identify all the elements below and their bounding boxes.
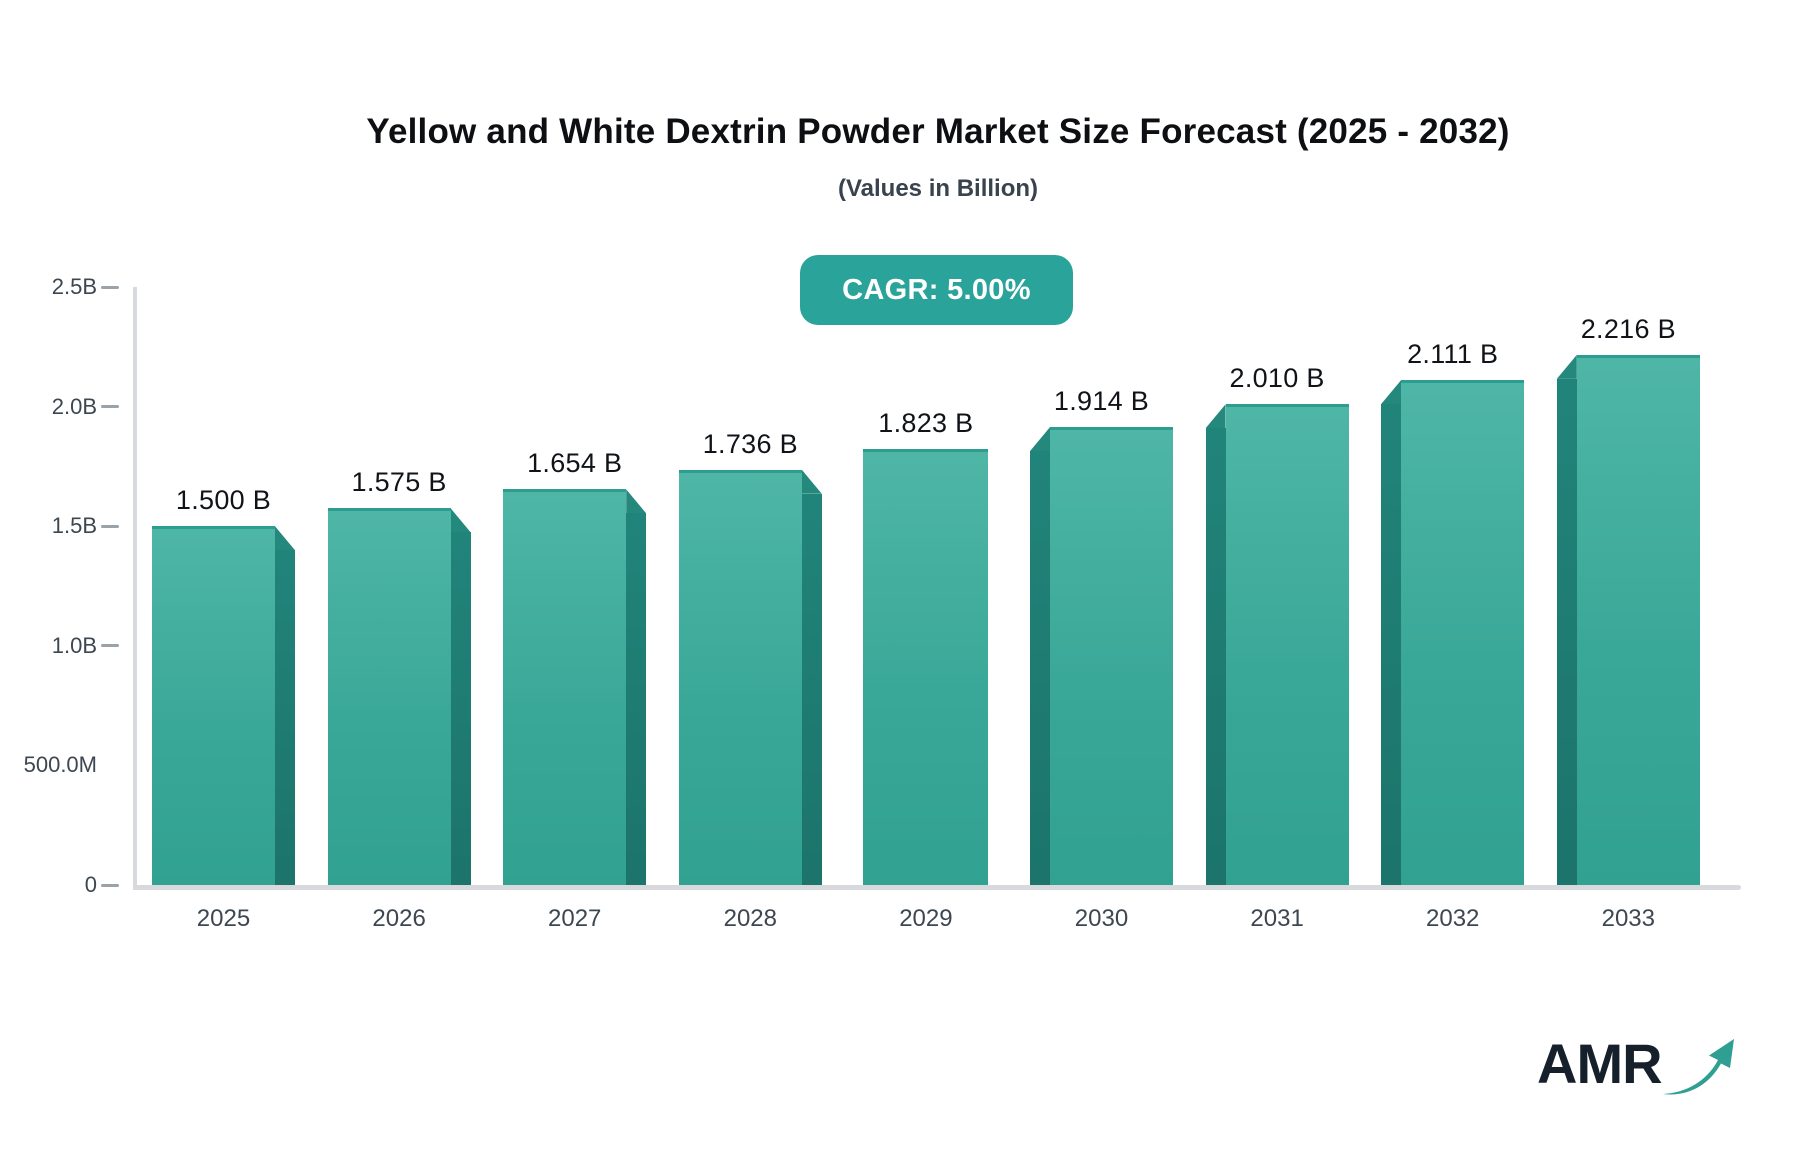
bar-face xyxy=(1050,427,1173,885)
logo-arrow-icon xyxy=(1663,1039,1734,1095)
x-tick-label-2027: 2027 xyxy=(547,905,602,932)
x-tick-label-2025: 2025 xyxy=(196,905,251,932)
bar-2033 xyxy=(1556,354,1700,885)
y-tick-label: 2.0B xyxy=(51,393,97,419)
cagr-badge-label: CAGR: 5.00% xyxy=(842,273,1031,306)
bar-face xyxy=(327,508,451,885)
y-tick-dash xyxy=(101,883,119,887)
bar-side-3d xyxy=(801,493,822,885)
bar-value-label: 1.575 B xyxy=(351,467,447,498)
bar-2029 xyxy=(854,448,997,885)
bar-2027 xyxy=(503,489,647,885)
bar-side-3d xyxy=(1030,451,1050,885)
bar-face xyxy=(152,526,275,885)
bar-value-label: 2.010 B xyxy=(1229,363,1325,394)
bar-value-label: 1.736 B xyxy=(702,428,798,459)
bar-side-3d xyxy=(1205,428,1226,885)
y-axis-line xyxy=(133,287,137,890)
chart-title: Yellow and White Dextrin Powder Market S… xyxy=(366,112,1510,151)
y-tick-label: 1.5B xyxy=(51,513,97,539)
x-tick-label-2031: 2031 xyxy=(1250,905,1304,932)
bar-face xyxy=(1401,380,1525,885)
bar-side-3d xyxy=(275,550,295,885)
bar-bevel-3d xyxy=(1556,354,1577,379)
x-tick-label-2026: 2026 xyxy=(372,905,426,932)
y-tick-dash xyxy=(101,285,119,289)
bar-bevel-3d xyxy=(626,489,647,514)
y-tick-label: 500.0M xyxy=(23,752,97,778)
bar-value-label: 1.500 B xyxy=(175,485,272,516)
x-tick-label-2029: 2029 xyxy=(899,905,953,932)
bar-side-3d xyxy=(1556,378,1577,885)
bar-bevel-3d xyxy=(275,526,295,551)
bar-face xyxy=(863,448,989,885)
bar-side-3d xyxy=(626,513,647,885)
y-tick-label: 0 xyxy=(84,872,97,897)
bar-bevel-3d xyxy=(1205,404,1226,429)
amr-logo-text: AMR xyxy=(1537,1032,1663,1095)
x-axis-baseline xyxy=(133,885,1741,890)
bar-bevel-3d xyxy=(801,469,822,494)
bar-value-label: 1.823 B xyxy=(878,407,974,438)
bar-bevel-3d xyxy=(1030,427,1050,452)
y-tick-dash xyxy=(101,405,119,409)
bar-2030 xyxy=(1030,427,1173,885)
y-tick-label: 1.0B xyxy=(51,632,97,658)
x-tick-label-2033: 2033 xyxy=(1601,905,1655,932)
bar-2032 xyxy=(1381,380,1525,885)
bar-2025 xyxy=(152,526,295,885)
bar-value-label: 1.654 B xyxy=(527,448,623,479)
bar-face xyxy=(1576,354,1700,885)
bar-bevel-3d xyxy=(1381,380,1402,405)
bar-face xyxy=(1225,404,1349,885)
bar-face xyxy=(503,489,627,885)
bar-bevel-3d xyxy=(450,508,471,533)
bar-2031 xyxy=(1205,404,1349,885)
bar-face xyxy=(678,469,802,885)
cagr-badge: CAGR: 5.00% xyxy=(800,255,1073,325)
bar-side-3d xyxy=(450,532,471,885)
bar-value-label: 1.914 B xyxy=(1053,386,1150,417)
bar-side-3d xyxy=(1381,404,1402,885)
x-tick-label-2028: 2028 xyxy=(723,905,777,932)
y-tick-dash xyxy=(101,644,119,648)
y-tick-dash xyxy=(101,524,119,528)
bar-value-label: 2.111 B xyxy=(1407,339,1499,370)
bar-value-label: 2.216 B xyxy=(1580,313,1676,344)
x-tick-label-2032: 2032 xyxy=(1425,905,1480,932)
x-tick-label-2030: 2030 xyxy=(1074,905,1129,932)
bar-2028 xyxy=(678,469,822,885)
chart-subtitle: (Values in Billion) xyxy=(837,175,1039,202)
amr-logo: AMR xyxy=(1537,1032,1757,1112)
y-tick-label: 2.5B xyxy=(51,274,97,299)
bar-2026 xyxy=(327,508,471,885)
